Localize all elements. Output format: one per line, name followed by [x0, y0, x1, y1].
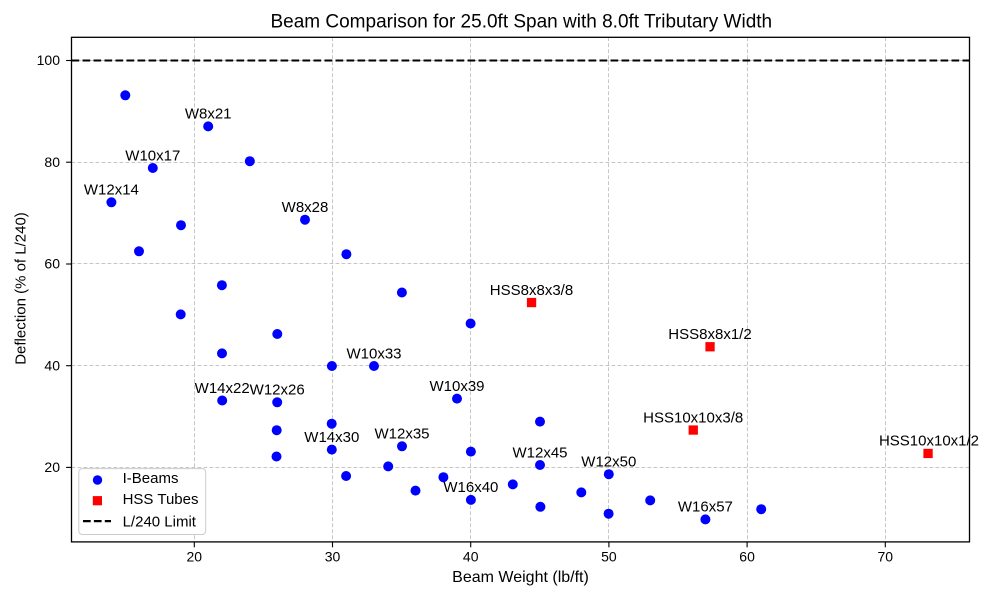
svg-text:HSS Tubes: HSS Tubes — [123, 491, 199, 508]
svg-text:70: 70 — [878, 548, 894, 564]
svg-text:Beam Weight (lb/ft): Beam Weight (lb/ft) — [452, 569, 589, 586]
svg-text:HSS10x10x1/2: HSS10x10x1/2 — [879, 433, 979, 450]
svg-text:W12x50: W12x50 — [581, 454, 636, 471]
svg-text:20: 20 — [187, 548, 203, 564]
svg-text:W14x30: W14x30 — [304, 429, 359, 446]
svg-text:I-Beams: I-Beams — [123, 470, 179, 487]
svg-text:60: 60 — [739, 548, 755, 564]
svg-text:W14x22: W14x22 — [195, 380, 250, 397]
svg-text:Beam Comparison for 25.0ft Spa: Beam Comparison for 25.0ft Span with 8.0… — [270, 12, 772, 33]
svg-text:HSS8x8x3/8: HSS8x8x3/8 — [490, 282, 573, 299]
svg-text:W16x57: W16x57 — [678, 499, 733, 516]
svg-text:W16x40: W16x40 — [443, 479, 498, 496]
svg-text:40: 40 — [463, 548, 479, 564]
svg-text:HSS8x8x1/2: HSS8x8x1/2 — [668, 326, 751, 343]
svg-text:W12x45: W12x45 — [512, 444, 567, 461]
svg-text:W8x21: W8x21 — [185, 106, 232, 123]
svg-text:20: 20 — [44, 459, 60, 475]
svg-text:60: 60 — [44, 256, 60, 272]
svg-text:W8x28: W8x28 — [282, 199, 329, 216]
svg-text:W10x39: W10x39 — [429, 378, 484, 395]
svg-text:W12x14: W12x14 — [84, 182, 139, 199]
svg-text:W12x35: W12x35 — [374, 426, 429, 443]
svg-text:40: 40 — [44, 357, 60, 373]
svg-text:80: 80 — [44, 154, 60, 170]
svg-text:Deflection (% of L/240): Deflection (% of L/240) — [13, 212, 30, 365]
svg-text:W12x26: W12x26 — [250, 382, 305, 399]
svg-text:100: 100 — [37, 52, 61, 68]
svg-text:L/240 Limit: L/240 Limit — [123, 513, 197, 530]
svg-text:W10x17: W10x17 — [125, 147, 180, 164]
svg-text:50: 50 — [601, 548, 617, 564]
svg-text:HSS10x10x3/8: HSS10x10x3/8 — [643, 409, 743, 426]
svg-text:30: 30 — [325, 548, 341, 564]
svg-text:W10x33: W10x33 — [346, 345, 401, 362]
